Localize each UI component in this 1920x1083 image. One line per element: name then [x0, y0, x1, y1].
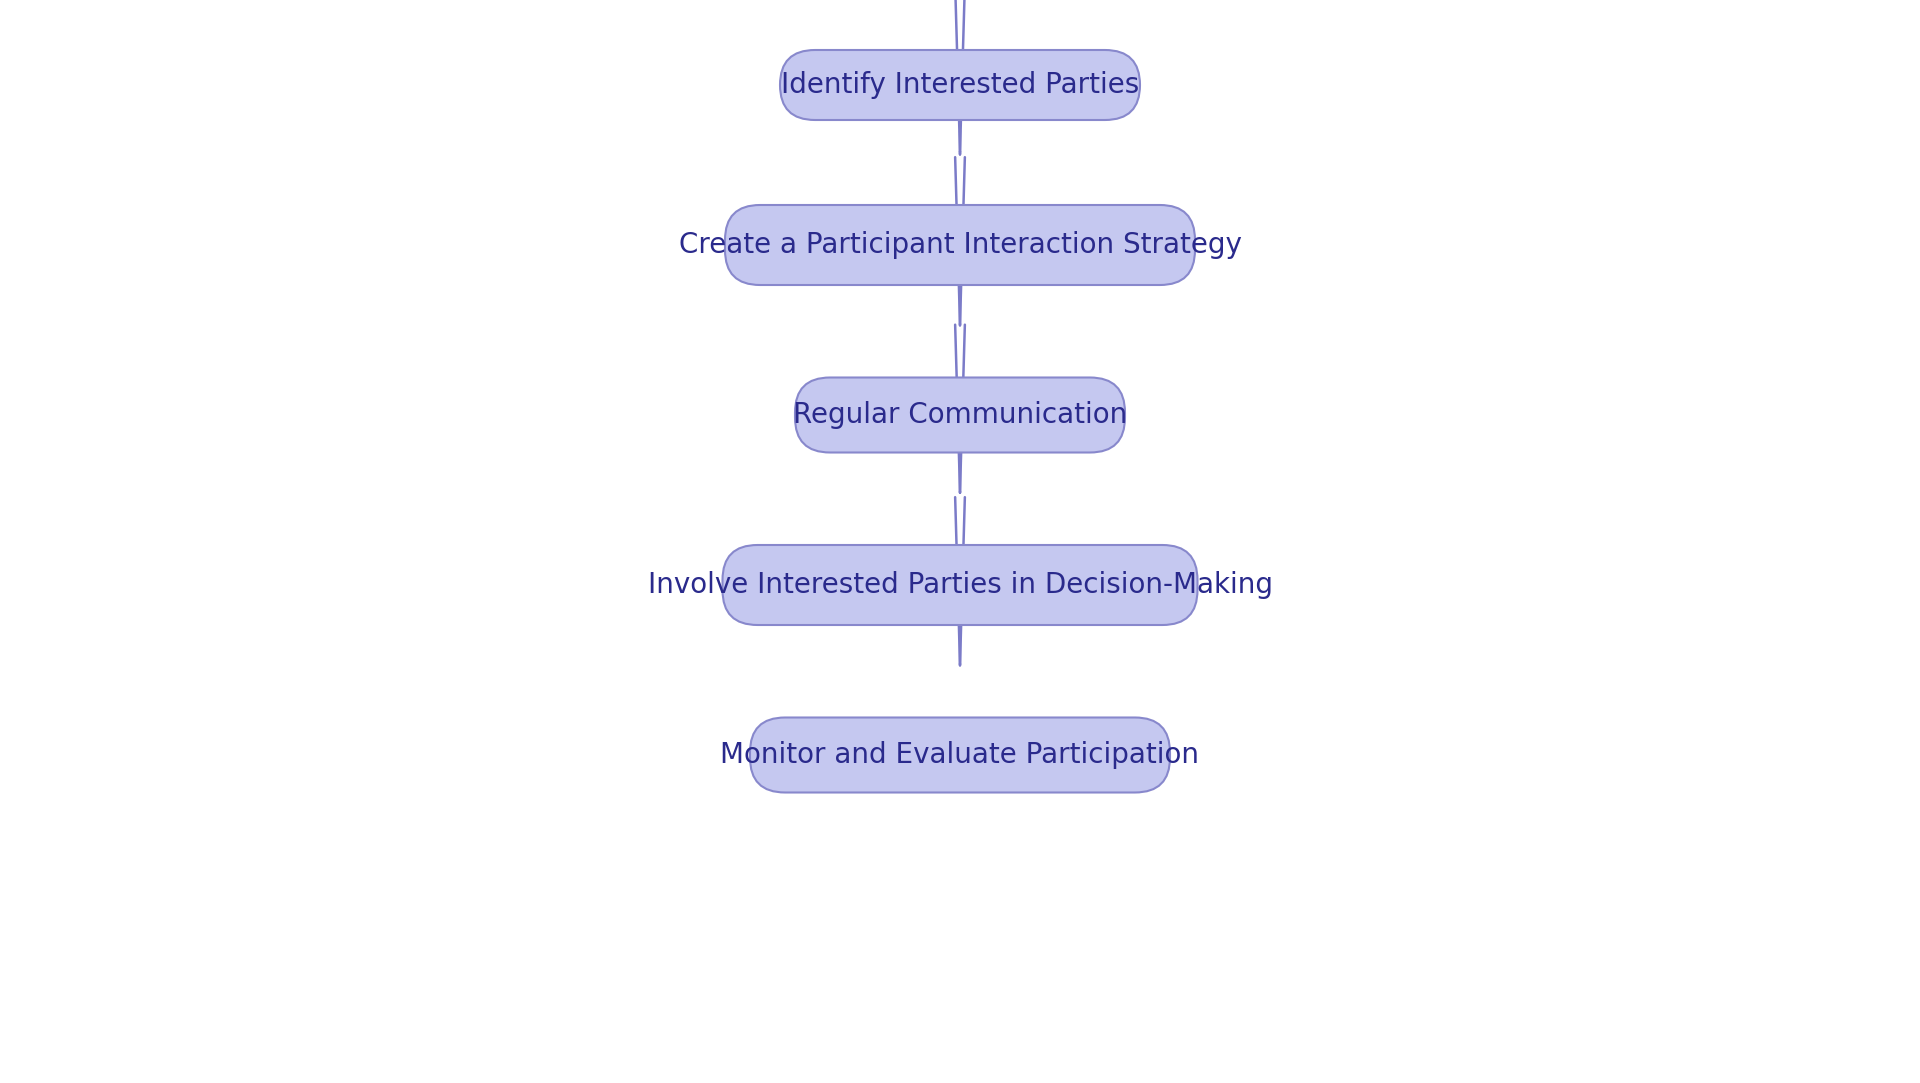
Text: Identify Interested Parties: Identify Interested Parties	[781, 71, 1139, 99]
FancyBboxPatch shape	[795, 378, 1125, 453]
Text: Create a Participant Interaction Strategy: Create a Participant Interaction Strateg…	[678, 231, 1242, 259]
Text: Involve Interested Parties in Decision-Making: Involve Interested Parties in Decision-M…	[647, 571, 1273, 599]
FancyBboxPatch shape	[726, 205, 1194, 285]
FancyBboxPatch shape	[751, 718, 1169, 793]
FancyBboxPatch shape	[780, 50, 1140, 120]
Text: Regular Communication: Regular Communication	[793, 401, 1127, 429]
FancyBboxPatch shape	[722, 545, 1198, 625]
Text: Monitor and Evaluate Participation: Monitor and Evaluate Participation	[720, 741, 1200, 769]
